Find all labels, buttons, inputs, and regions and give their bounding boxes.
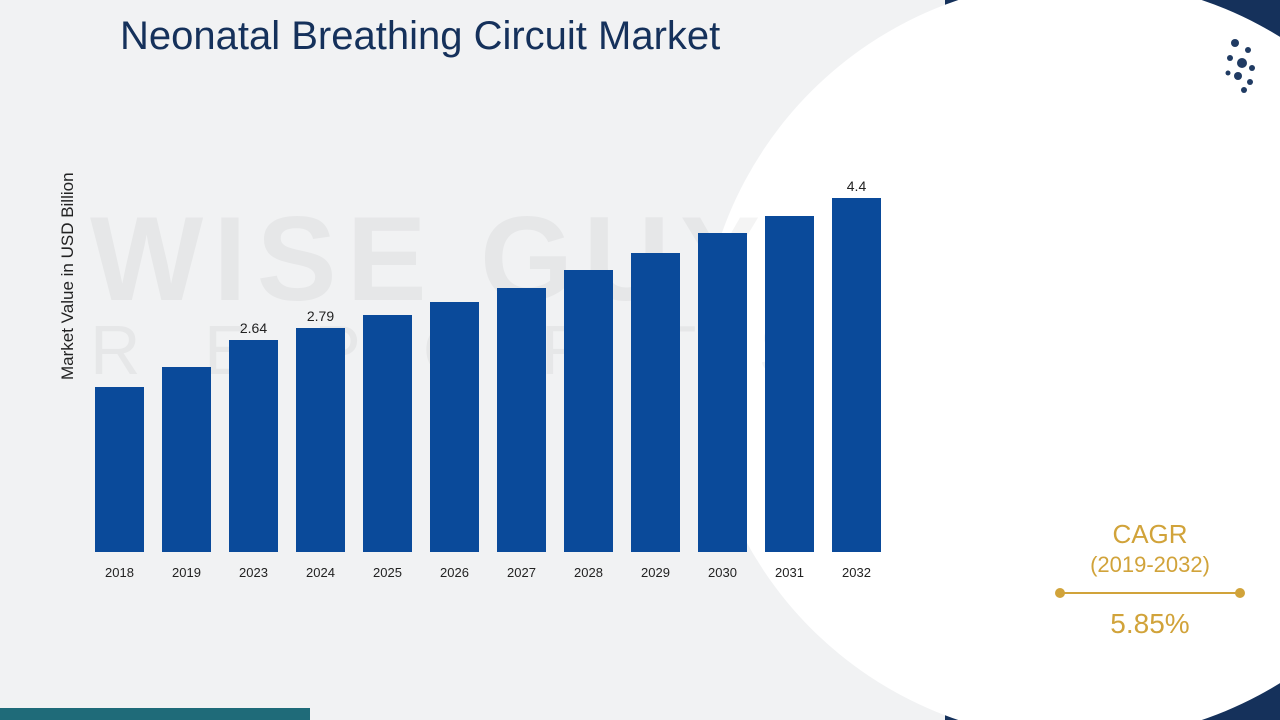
bar-2032: 4.4 xyxy=(832,178,881,552)
bar-chart: 2.64 2.79 4.4 2018 2019 2023 2024 2025 2026 2027… xyxy=(95,170,895,580)
bar-rect xyxy=(363,315,412,552)
x-tick-2027: 2027 xyxy=(497,565,546,580)
bar-2019 xyxy=(162,347,211,552)
x-tick-2031: 2031 xyxy=(765,565,814,580)
x-tick-2032: 2032 xyxy=(832,565,881,580)
y-axis-title: Market Value in USD Billion xyxy=(58,172,78,380)
x-tick-2023: 2023 xyxy=(229,565,278,580)
footer-accent-bar xyxy=(0,708,310,720)
brand-logo: WISE GUY R E P O R T S xyxy=(924,22,1170,78)
x-tick-2026: 2026 xyxy=(430,565,479,580)
bar-2018 xyxy=(95,367,144,552)
cagr-divider xyxy=(1060,592,1240,594)
bar-value-label: 4.4 xyxy=(847,178,866,194)
bar-2031 xyxy=(765,196,814,552)
bar-rect xyxy=(95,387,144,552)
bar-value-label: 2.79 xyxy=(307,308,334,324)
bar-value-label: 2.64 xyxy=(240,320,267,336)
bar-2030 xyxy=(698,213,747,552)
x-tick-2030: 2030 xyxy=(698,565,747,580)
cagr-value: 5.85% xyxy=(1060,608,1240,640)
x-tick-2029: 2029 xyxy=(631,565,680,580)
bar-rect xyxy=(296,328,345,552)
logo-text-2: R E P O R T S xyxy=(924,57,1170,78)
bar-rect xyxy=(430,302,479,552)
bar-rect xyxy=(765,216,814,552)
chart-title: Neonatal Breathing Circuit Market xyxy=(120,14,720,59)
cagr-range: (2019-2032) xyxy=(1060,552,1240,578)
cagr-block: CAGR (2019-2032) 5.85% xyxy=(1060,519,1240,640)
x-tick-2019: 2019 xyxy=(162,565,211,580)
x-tick-2028: 2028 xyxy=(564,565,613,580)
bar-2024: 2.79 xyxy=(296,308,345,552)
bar-rect xyxy=(162,367,211,552)
bar-rect xyxy=(698,233,747,552)
bar-rect xyxy=(497,288,546,552)
logo-head-icon xyxy=(1180,18,1270,128)
bar-2023: 2.64 xyxy=(229,320,278,552)
bar-2029 xyxy=(631,233,680,552)
bar-2025 xyxy=(363,295,412,552)
bar-2028 xyxy=(564,250,613,552)
bar-rect xyxy=(832,198,881,552)
x-tick-2018: 2018 xyxy=(95,565,144,580)
bar-rect xyxy=(631,253,680,552)
page-canvas: WISE GUY R E P O R T S Neonatal Breathin… xyxy=(0,0,1280,720)
x-tick-2025: 2025 xyxy=(363,565,412,580)
bar-2026 xyxy=(430,282,479,552)
bar-rect xyxy=(564,270,613,552)
bar-rect xyxy=(229,340,278,552)
logo-text-1: WISE GUY xyxy=(924,22,1170,61)
x-tick-2024: 2024 xyxy=(296,565,345,580)
bar-2027 xyxy=(497,268,546,552)
cagr-label: CAGR xyxy=(1060,519,1240,550)
